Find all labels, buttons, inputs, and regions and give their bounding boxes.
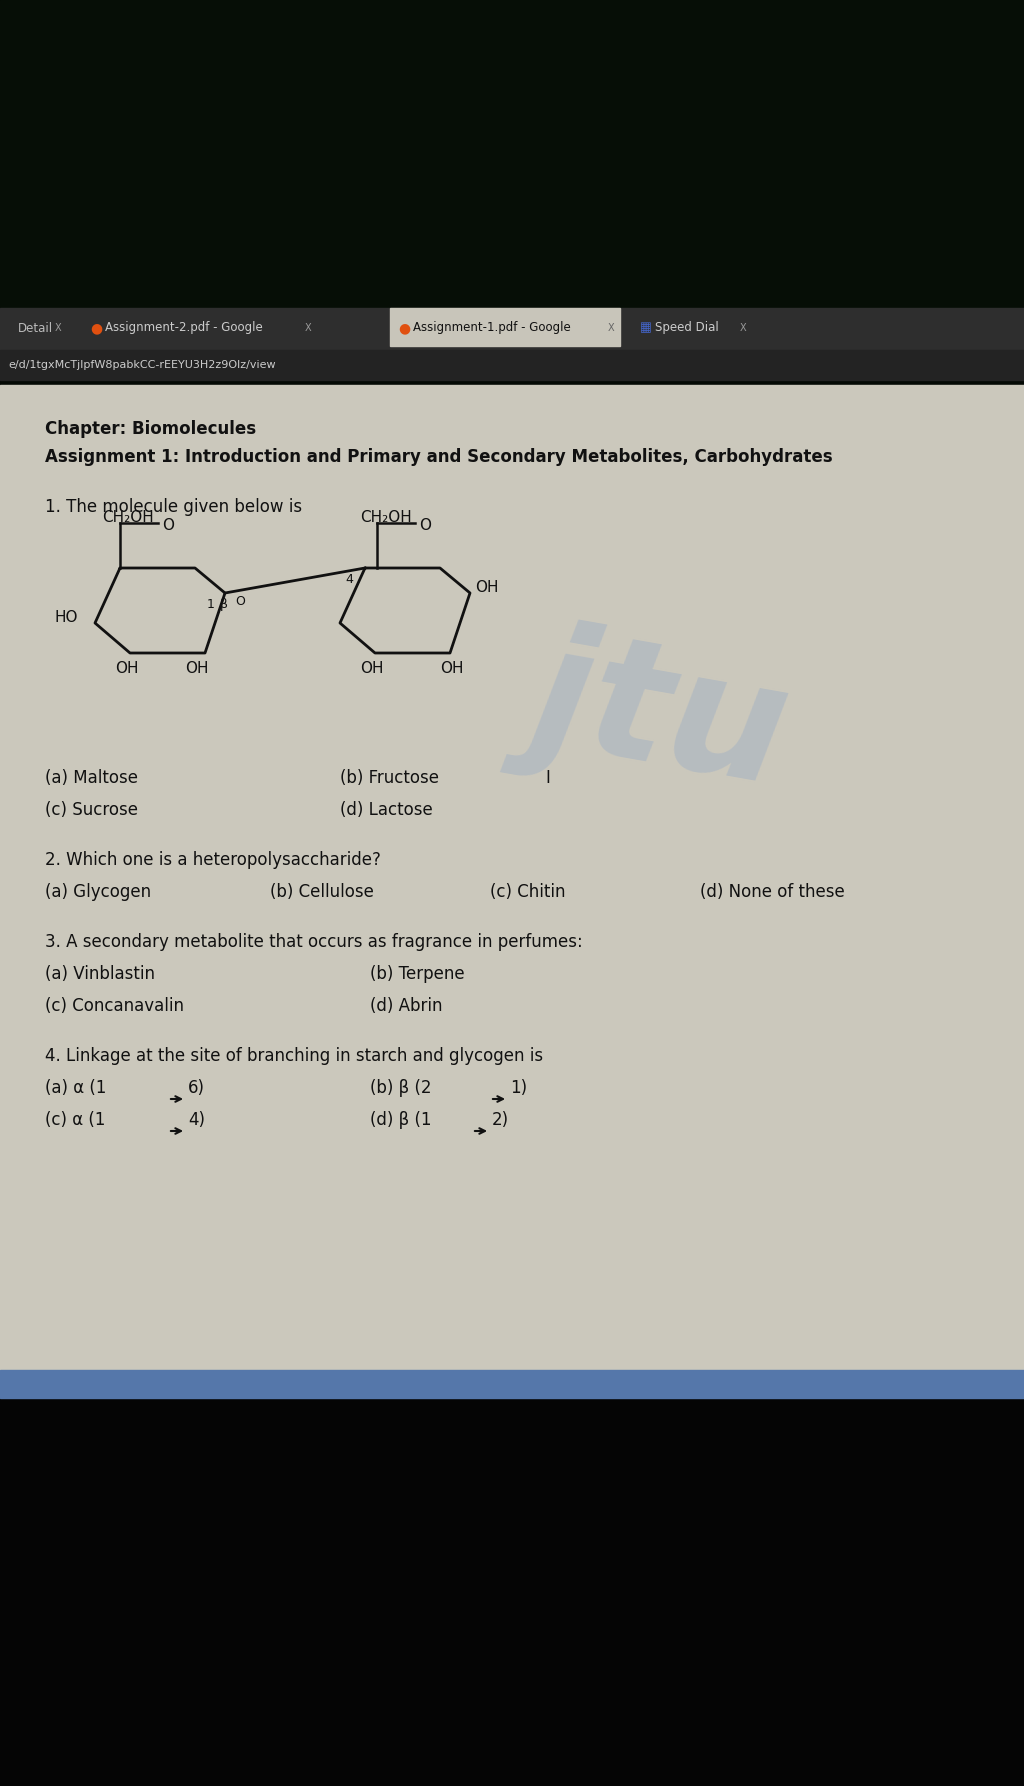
Text: O: O xyxy=(419,518,431,532)
Text: (d) None of these: (d) None of these xyxy=(700,882,845,900)
Text: e/d/1tgxMcTjlpfW8pabkCC-rEEYU3H2z9Olz/view: e/d/1tgxMcTjlpfW8pabkCC-rEEYU3H2z9Olz/vi… xyxy=(8,361,275,370)
Bar xyxy=(0,1370,1024,1398)
Text: (b) Fructose: (b) Fructose xyxy=(340,770,439,788)
Text: ●: ● xyxy=(398,321,411,336)
Text: (c) Sucrose: (c) Sucrose xyxy=(45,800,138,820)
Text: (a) Maltose: (a) Maltose xyxy=(45,770,138,788)
Text: 1): 1) xyxy=(510,1079,527,1097)
Bar xyxy=(0,307,1024,354)
Text: 2. Which one is a heteropolysaccharide?: 2. Which one is a heteropolysaccharide? xyxy=(45,850,381,870)
Text: Assignment-2.pdf - Google: Assignment-2.pdf - Google xyxy=(105,321,263,334)
Text: 1: 1 xyxy=(207,598,215,611)
Text: 6): 6) xyxy=(188,1079,205,1097)
Text: Speed Dial: Speed Dial xyxy=(655,321,719,334)
Bar xyxy=(0,350,1024,380)
Text: CH₂OH: CH₂OH xyxy=(102,511,154,525)
Text: 3. A secondary metabolite that occurs as fragrance in perfumes:: 3. A secondary metabolite that occurs as… xyxy=(45,932,583,950)
Text: I: I xyxy=(545,770,550,788)
Text: 1. The molecule given below is: 1. The molecule given below is xyxy=(45,498,302,516)
Text: Assignment 1: Introduction and Primary and Secondary Metabolites, Carbohydrates: Assignment 1: Introduction and Primary a… xyxy=(45,448,833,466)
Text: OH: OH xyxy=(475,580,499,595)
Text: (d) Lactose: (d) Lactose xyxy=(340,800,433,820)
Text: (c) Concanavalin: (c) Concanavalin xyxy=(45,997,184,1014)
Text: X: X xyxy=(740,323,746,332)
Text: Assignment-1.pdf - Google: Assignment-1.pdf - Google xyxy=(413,321,570,334)
Text: ▦: ▦ xyxy=(640,321,651,334)
Text: (a) Vinblastin: (a) Vinblastin xyxy=(45,964,155,982)
Bar xyxy=(0,386,1024,1384)
Text: CH₂OH: CH₂OH xyxy=(360,511,412,525)
Text: (d) Abrin: (d) Abrin xyxy=(370,997,442,1014)
Text: (b) β (2: (b) β (2 xyxy=(370,1079,437,1097)
Text: HO: HO xyxy=(55,611,79,625)
Text: 4): 4) xyxy=(188,1111,205,1129)
Text: OH: OH xyxy=(185,661,209,675)
Text: ●: ● xyxy=(90,321,102,336)
Text: X: X xyxy=(305,323,311,332)
Bar xyxy=(390,307,620,346)
Text: X: X xyxy=(55,323,61,332)
Text: Chapter: Biomolecules: Chapter: Biomolecules xyxy=(45,420,256,438)
Text: 2): 2) xyxy=(492,1111,509,1129)
Text: 4: 4 xyxy=(345,573,353,586)
Text: X: X xyxy=(608,323,614,332)
Text: jtu: jtu xyxy=(520,611,800,816)
Text: O: O xyxy=(162,518,174,532)
Text: β: β xyxy=(220,598,228,611)
Text: (d) β (1: (d) β (1 xyxy=(370,1111,437,1129)
Text: O: O xyxy=(234,595,245,607)
Text: (a) α (1: (a) α (1 xyxy=(45,1079,112,1097)
Text: (c) α (1: (c) α (1 xyxy=(45,1111,111,1129)
Bar xyxy=(0,1398,1024,1786)
Text: (b) Cellulose: (b) Cellulose xyxy=(270,882,374,900)
Bar xyxy=(0,0,1024,307)
Text: OH: OH xyxy=(440,661,464,675)
Text: (a) Glycogen: (a) Glycogen xyxy=(45,882,152,900)
Text: Detail: Detail xyxy=(18,321,53,334)
Text: 4. Linkage at the site of branching in starch and glycogen is: 4. Linkage at the site of branching in s… xyxy=(45,1047,543,1064)
Text: OH: OH xyxy=(115,661,138,675)
Text: OH: OH xyxy=(360,661,384,675)
Text: (b) Terpene: (b) Terpene xyxy=(370,964,465,982)
Text: (c) Chitin: (c) Chitin xyxy=(490,882,565,900)
